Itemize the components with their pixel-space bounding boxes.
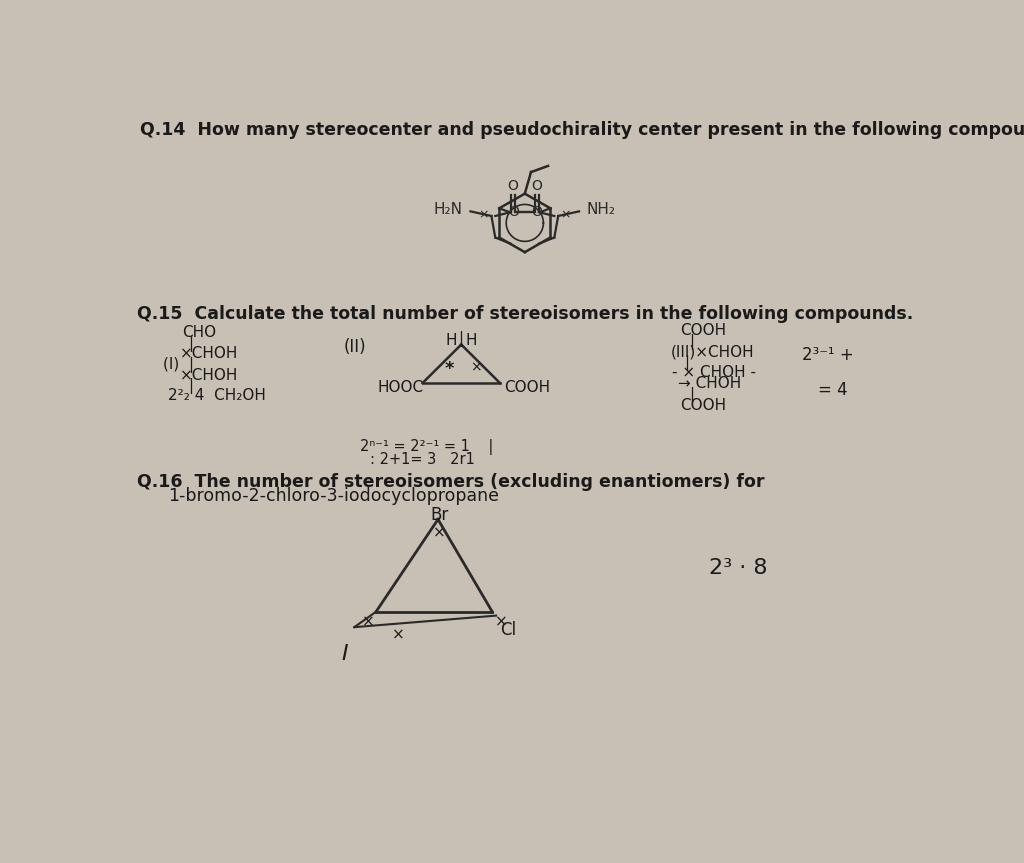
Text: ×: × — [471, 360, 482, 374]
Text: Q.16  The number of stereoisomers (excluding enantiomers) for: Q.16 The number of stereoisomers (exclud… — [137, 473, 765, 491]
Text: CHO: CHO — [182, 325, 216, 340]
Text: ×: × — [478, 209, 489, 222]
Text: Br: Br — [430, 506, 449, 524]
Text: |: | — [684, 356, 689, 371]
Text: ×: × — [362, 614, 375, 629]
Text: HOOC: HOOC — [378, 380, 424, 395]
Text: (II): (II) — [343, 338, 366, 356]
Text: : 2+1= 3   2r1: : 2+1= 3 2r1 — [370, 452, 475, 468]
Text: 2³⁻¹ +: 2³⁻¹ + — [802, 346, 854, 364]
Text: ×: × — [433, 526, 446, 540]
Text: O: O — [508, 205, 519, 219]
Text: 2²₂ 4  CH₂OH: 2²₂ 4 CH₂OH — [168, 388, 266, 404]
Text: |: | — [689, 334, 694, 350]
Text: Q.15  Calculate the total number of stereoisomers in the following compounds.: Q.15 Calculate the total number of stere… — [137, 306, 913, 324]
Text: 1-bromo-2-chloro-3-iodocyclopropane: 1-bromo-2-chloro-3-iodocyclopropane — [168, 487, 500, 505]
Text: Q.14  How many stereocenter and pseudochirality center present in the following : Q.14 How many stereocenter and pseudochi… — [139, 121, 1024, 138]
Text: Cl: Cl — [500, 621, 516, 639]
Text: = 4: = 4 — [818, 381, 848, 399]
Text: O: O — [531, 179, 542, 192]
Text: H: H — [466, 333, 477, 348]
Text: |: | — [458, 331, 463, 347]
Text: COOH: COOH — [680, 398, 726, 413]
Text: H₂N: H₂N — [434, 202, 463, 217]
Text: |: | — [187, 336, 193, 352]
Text: ×: × — [391, 627, 404, 642]
Text: ×: × — [560, 209, 571, 222]
Text: |: | — [689, 387, 694, 403]
Text: (I)  |: (I) | — [163, 357, 194, 373]
Text: 2³ · 8: 2³ · 8 — [710, 557, 768, 578]
Text: H: H — [445, 333, 458, 348]
Text: → CHOH: → CHOH — [678, 376, 741, 391]
Text: ×: × — [496, 614, 508, 629]
Text: (III)×CHOH: (III)×CHOH — [671, 344, 754, 360]
Text: O: O — [530, 205, 542, 219]
Text: COOH: COOH — [680, 323, 726, 338]
Text: *: * — [444, 360, 454, 378]
Text: I: I — [341, 644, 348, 665]
Text: NH₂: NH₂ — [587, 202, 615, 217]
Text: O: O — [508, 179, 518, 192]
Text: 2ⁿ⁻¹ = 2²⁻¹ = 1    |: 2ⁿ⁻¹ = 2²⁻¹ = 1 | — [360, 438, 494, 455]
Text: ×CHOH: ×CHOH — [180, 346, 239, 361]
Text: - × CHOH -: - × CHOH - — [672, 365, 756, 381]
Text: ×CHOH: ×CHOH — [180, 368, 239, 382]
Text: COOH: COOH — [504, 380, 550, 395]
Text: |: | — [187, 379, 193, 394]
